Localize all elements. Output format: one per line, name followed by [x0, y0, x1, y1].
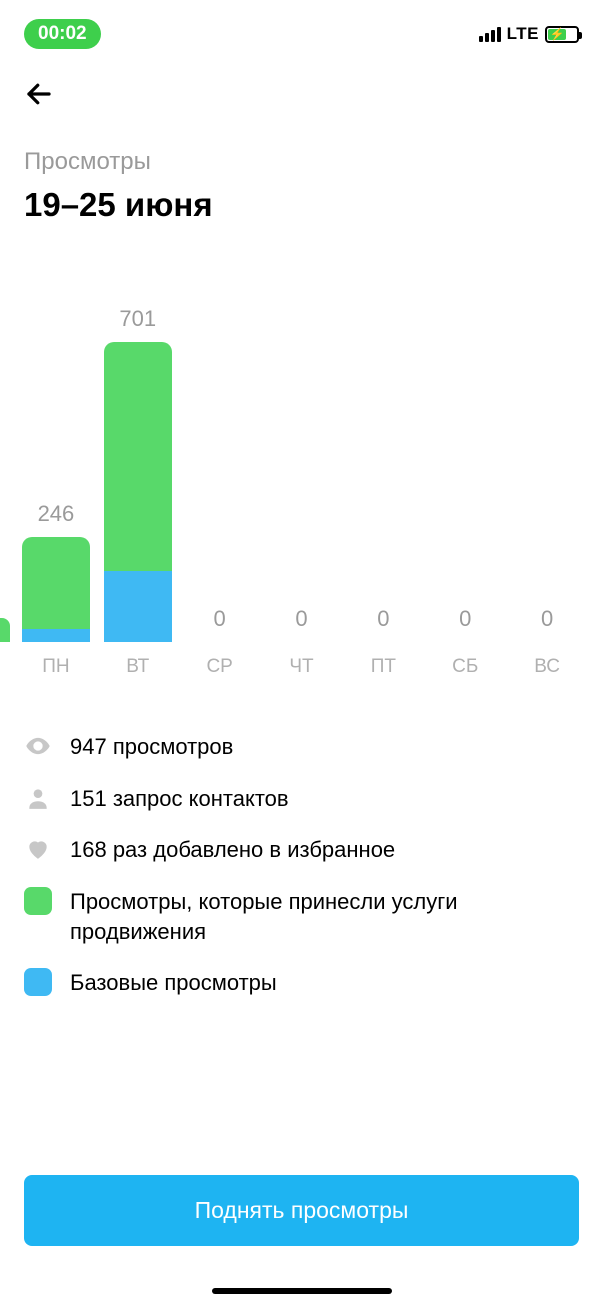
x-axis-label: ВС	[511, 656, 583, 678]
bar-column: 0	[266, 302, 338, 642]
stacked-bar	[22, 537, 90, 642]
eye-icon	[24, 732, 52, 760]
person-icon	[24, 784, 52, 812]
bar-value-label: 0	[214, 606, 226, 632]
bar-chart-area: 246 701 0 0 0 0 0	[20, 302, 583, 642]
bar-chart-x-labels: ПН ВТ СР ЧТ ПТ СБ ВС	[20, 642, 583, 678]
x-axis-label: СБ	[429, 656, 501, 678]
legend-promo-text: Просмотры, которые принесли услуги продв…	[70, 887, 579, 946]
boost-views-button[interactable]: Поднять просмотры	[24, 1175, 579, 1246]
bar-segment-base	[104, 571, 172, 642]
x-axis-label: ВТ	[102, 656, 174, 678]
bar-segment-promo	[22, 537, 90, 629]
page-title: 19–25 июня	[24, 186, 579, 224]
stat-views: 947 просмотров	[24, 732, 579, 762]
legend-base-text: Базовые просмотры	[70, 968, 277, 998]
stat-contacts: 151 запрос контактов	[24, 784, 579, 814]
bar-value-label: 701	[119, 306, 156, 332]
battery-icon: ⚡	[545, 26, 579, 43]
prev-week-peek-bar	[0, 618, 10, 642]
stat-favorites: 168 раз добавлено в избранное	[24, 835, 579, 865]
bar-column: 0	[511, 302, 583, 642]
network-type-label: LTE	[507, 24, 539, 44]
cellular-signal-icon	[479, 26, 501, 42]
bar-value-label: 0	[377, 606, 389, 632]
heart-icon	[24, 835, 52, 863]
bar-column: 0	[429, 302, 501, 642]
bar-column: 246	[20, 302, 92, 642]
stacked-bar	[104, 342, 172, 642]
bar-column: 0	[184, 302, 256, 642]
cta-container: Поднять просмотры	[24, 1175, 579, 1246]
stats-list: 947 просмотров 151 запрос контактов 168 …	[0, 688, 603, 998]
bar-column: 701	[102, 302, 174, 642]
bar-segment-base	[22, 629, 90, 642]
back-button[interactable]	[24, 74, 64, 114]
views-chart: 246 701 0 0 0 0 0 ПН ВТ СР ЧТ ПТ СБ ВС	[0, 224, 603, 688]
nav-header	[0, 56, 603, 114]
stat-favorites-text: 168 раз добавлено в избранное	[70, 835, 395, 865]
legend-base-swatch	[24, 968, 52, 996]
stat-contacts-text: 151 запрос контактов	[70, 784, 289, 814]
bar-value-label: 0	[459, 606, 471, 632]
status-bar: 00:02 LTE ⚡	[0, 0, 603, 56]
charging-bolt-icon: ⚡	[550, 28, 565, 40]
x-axis-label: ПТ	[347, 656, 419, 678]
bar-segment-promo	[104, 342, 172, 571]
bar-column: 0	[347, 302, 419, 642]
back-arrow-icon	[24, 79, 54, 109]
legend-base: Базовые просмотры	[24, 968, 579, 998]
stat-views-text: 947 просмотров	[70, 732, 233, 762]
status-right: LTE ⚡	[479, 24, 579, 44]
x-axis-label: ПН	[20, 656, 92, 678]
legend-promo: Просмотры, которые принесли услуги продв…	[24, 887, 579, 946]
status-time: 00:02	[24, 19, 101, 49]
x-axis-label: ЧТ	[266, 656, 338, 678]
home-indicator	[212, 1288, 392, 1294]
x-axis-label: СР	[184, 656, 256, 678]
bar-value-label: 0	[295, 606, 307, 632]
page-subtitle: Просмотры	[24, 148, 579, 176]
bar-value-label: 0	[541, 606, 553, 632]
legend-promo-swatch	[24, 887, 52, 915]
page-titles: Просмотры 19–25 июня	[0, 114, 603, 224]
bar-value-label: 246	[38, 501, 75, 527]
